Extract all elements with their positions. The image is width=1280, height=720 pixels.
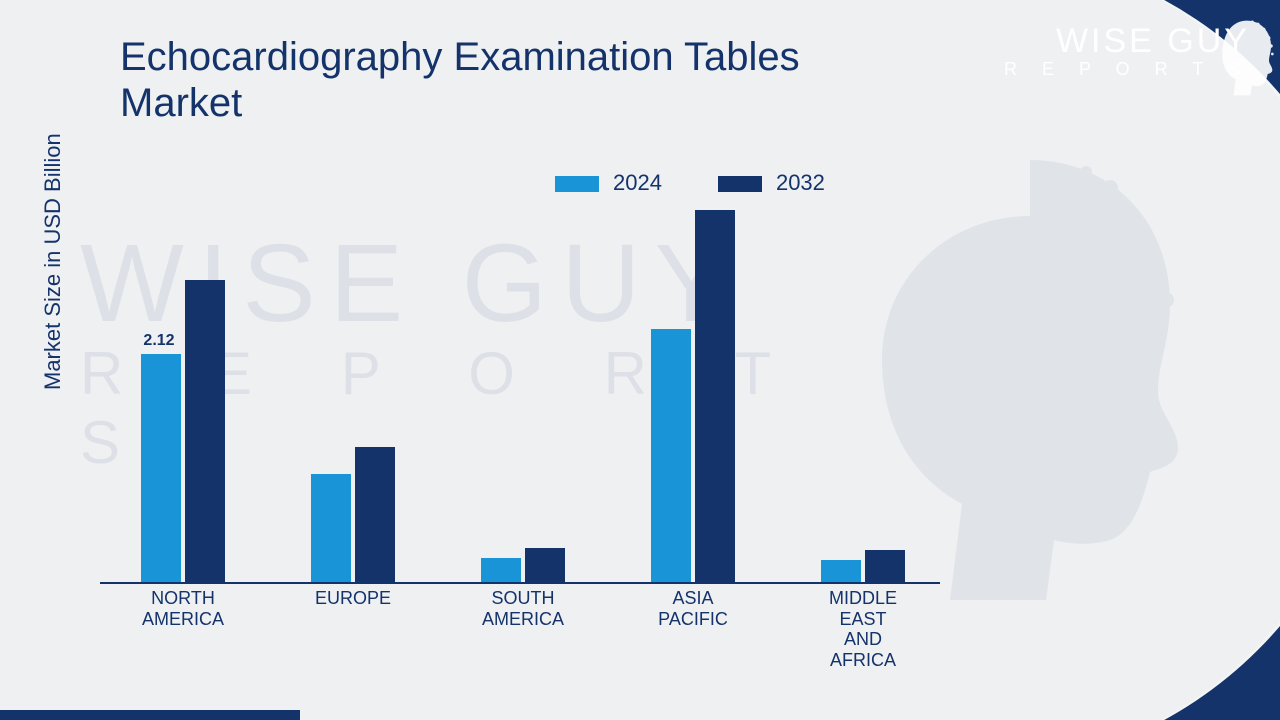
bottom-accent-bar: [0, 710, 300, 720]
legend-label-2032: 2032: [776, 170, 825, 195]
category-label: ASIA PACIFIC: [623, 588, 763, 629]
bar-2032: [865, 550, 905, 582]
chart-area: 2.12NORTH AMERICAEUROPESOUTH AMERICAASIA…: [100, 196, 940, 584]
bar-2032: [695, 210, 735, 582]
y-axis-label: Market Size in USD Billion: [40, 133, 66, 390]
legend: 2024 2032: [555, 170, 825, 196]
chart-title: Echocardiography Examination Tables Mark…: [120, 34, 840, 126]
category-label: NORTH AMERICA: [113, 588, 253, 629]
bar-value-label: 2.12: [129, 332, 189, 350]
bar-2032: [525, 548, 565, 582]
bar-2024: [481, 558, 521, 582]
legend-swatch-2032: [718, 176, 762, 192]
category-label: EUROPE: [283, 588, 423, 609]
category-label: MIDDLE EAST AND AFRICA: [793, 588, 933, 671]
bar-2024: [651, 329, 691, 582]
legend-item-2032: 2032: [718, 170, 825, 196]
legend-label-2024: 2024: [613, 170, 662, 195]
bar-2024: [141, 354, 181, 582]
legend-item-2024: 2024: [555, 170, 662, 196]
brand-head-icon: [1212, 18, 1280, 98]
bar-2024: [821, 560, 861, 582]
plot-area: 2.12NORTH AMERICAEUROPESOUTH AMERICAASIA…: [100, 196, 940, 584]
bar-2024: [311, 474, 351, 582]
legend-swatch-2024: [555, 176, 599, 192]
bar-2032: [355, 447, 395, 582]
category-label: SOUTH AMERICA: [453, 588, 593, 629]
bar-2032: [185, 280, 225, 582]
